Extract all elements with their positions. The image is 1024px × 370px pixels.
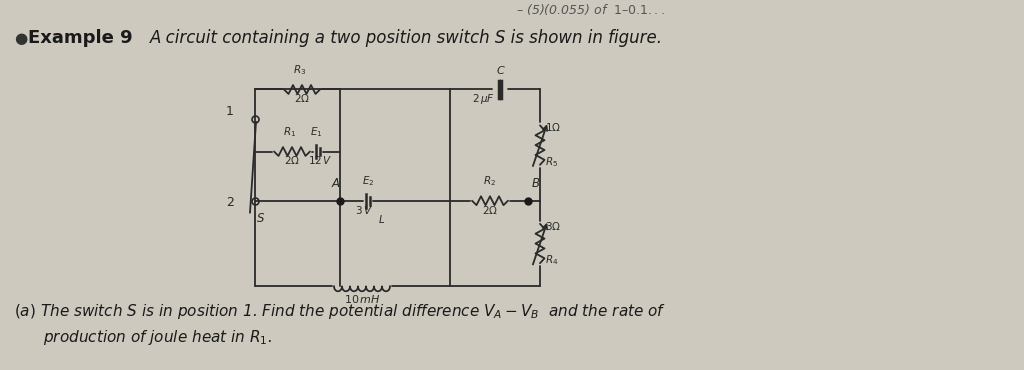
Text: – (5)(0.055) of  $1–0.1...$: – (5)(0.055) of $1–0.1...$ xyxy=(515,2,665,17)
Text: L: L xyxy=(379,215,385,225)
Text: $2\Omega$: $2\Omega$ xyxy=(284,154,300,166)
Text: ●: ● xyxy=(14,31,28,46)
Text: $R_3$: $R_3$ xyxy=(293,63,306,77)
Text: $E_2$: $E_2$ xyxy=(361,174,374,188)
Text: $10\,mH$: $10\,mH$ xyxy=(344,293,381,305)
Text: $3\Omega$: $3\Omega$ xyxy=(545,220,561,232)
Text: A circuit containing a two position switch S is shown in figure.: A circuit containing a two position swit… xyxy=(150,29,663,47)
Text: Example 9: Example 9 xyxy=(28,29,133,47)
Text: 2: 2 xyxy=(226,196,233,209)
Text: $1\Omega$: $1\Omega$ xyxy=(545,121,561,133)
Text: 1: 1 xyxy=(226,105,233,118)
Text: $2\Omega$: $2\Omega$ xyxy=(294,92,310,104)
Text: $(a)$ The switch $S$ is in position 1. Find the potential difference $V_A - V_B$: $(a)$ The switch $S$ is in position 1. F… xyxy=(14,302,667,321)
Text: $R_1$: $R_1$ xyxy=(284,125,297,139)
Text: S: S xyxy=(257,212,264,225)
Text: $E_1$: $E_1$ xyxy=(309,125,323,139)
Text: $R_2$: $R_2$ xyxy=(483,174,497,188)
Text: B: B xyxy=(532,177,540,190)
Text: A: A xyxy=(332,177,340,190)
Text: $12\,V$: $12\,V$ xyxy=(307,154,333,166)
Text: $R_5$: $R_5$ xyxy=(545,155,558,169)
Text: production of joule heat in $R_1$.: production of joule heat in $R_1$. xyxy=(14,329,272,347)
Text: $3\,V$: $3\,V$ xyxy=(355,204,373,215)
Text: C: C xyxy=(496,66,504,76)
Text: $2\Omega$: $2\Omega$ xyxy=(482,204,498,215)
Text: $2\,\mu F$: $2\,\mu F$ xyxy=(472,92,495,106)
Text: $R_4$: $R_4$ xyxy=(545,253,558,267)
